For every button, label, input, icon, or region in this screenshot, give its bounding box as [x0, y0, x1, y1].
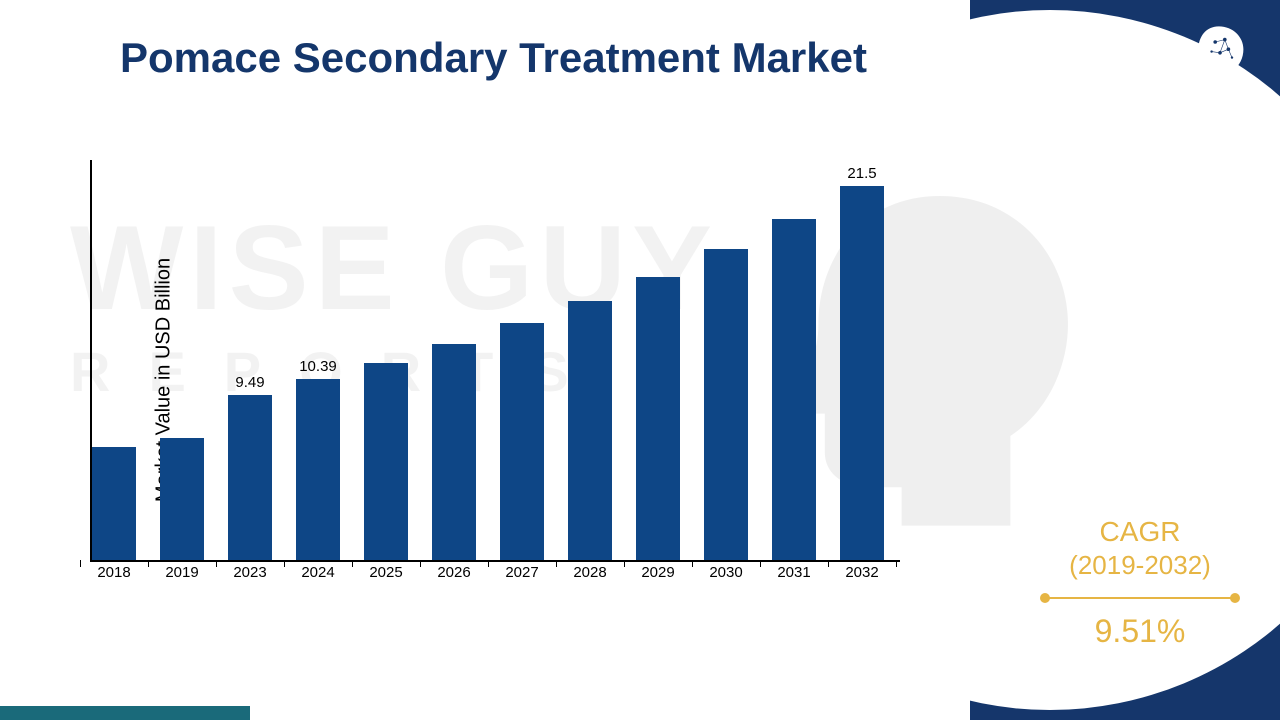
bar-value-label: 9.49: [228, 374, 272, 391]
logo-main-text: WISE GUY: [1026, 32, 1184, 65]
bar-value-label: 10.39: [296, 358, 340, 375]
x-tick-label: 2019: [160, 564, 204, 581]
x-tick-mark: [692, 560, 693, 567]
bar: [364, 363, 408, 560]
x-tick-mark: [760, 560, 761, 567]
bar-group: [432, 344, 476, 560]
x-tick-mark: [352, 560, 353, 567]
x-tick-mark: [896, 560, 897, 567]
cagr-period: (2019-2032): [1045, 550, 1235, 581]
x-tick-label: 2031: [772, 564, 816, 581]
x-tick-mark: [216, 560, 217, 567]
bar-group: [772, 219, 816, 560]
x-tick-label: 2025: [364, 564, 408, 581]
bar-value-label: 21.5: [840, 165, 884, 182]
bar: [772, 219, 816, 560]
bar: [636, 277, 680, 560]
x-tick-label: 2026: [432, 564, 476, 581]
bar-group: [568, 301, 612, 560]
cagr-value: 9.51%: [1045, 613, 1235, 650]
bar-group: 10.39: [296, 379, 340, 560]
x-tick-mark: [284, 560, 285, 567]
x-axis-line: [90, 560, 900, 562]
bar-group: [636, 277, 680, 560]
bar-group: 9.49: [228, 395, 272, 560]
x-tick-label: 2024: [296, 564, 340, 581]
page-title: Pomace Secondary Treatment Market: [120, 34, 867, 82]
x-tick-mark: [488, 560, 489, 567]
x-tick-label: 2032: [840, 564, 884, 581]
bar-group: [92, 447, 136, 560]
x-tick-mark: [80, 560, 81, 567]
bar-group: [704, 249, 748, 560]
x-tick-mark: [556, 560, 557, 567]
bar-group: [364, 363, 408, 560]
bar: [432, 344, 476, 560]
logo: WISE GUY REPORTS: [1026, 22, 1250, 92]
bar: [840, 186, 884, 560]
x-tick-mark: [148, 560, 149, 567]
plot-area: 9.49 10.39 21.5: [92, 160, 900, 560]
bottom-accent-bar: [0, 706, 250, 720]
bar-chart: Market Value in USD Billion 9.4910.3921.…: [80, 160, 900, 600]
x-tick-mark: [828, 560, 829, 567]
bar-group: [500, 323, 544, 560]
logo-sub-text: REPORTS: [1036, 67, 1173, 82]
bar: [500, 323, 544, 560]
x-tick-label: 2029: [636, 564, 680, 581]
x-tick-label: 2023: [228, 564, 272, 581]
bar: [160, 438, 204, 560]
bar-group: 21.5: [840, 186, 884, 560]
bar: [568, 301, 612, 560]
cagr-block: CAGR (2019-2032) 9.51%: [1045, 516, 1235, 650]
cagr-title: CAGR: [1045, 516, 1235, 548]
cagr-divider: [1045, 597, 1235, 599]
bar: [92, 447, 136, 560]
bar: [296, 379, 340, 560]
x-tick-mark: [624, 560, 625, 567]
x-tick-label: 2028: [568, 564, 612, 581]
bar: [228, 395, 272, 560]
x-tick-label: 2030: [704, 564, 748, 581]
x-tick-mark: [420, 560, 421, 567]
head-icon: [1190, 22, 1250, 92]
bar: [704, 249, 748, 560]
x-tick-label: 2027: [500, 564, 544, 581]
x-tick-label: 2018: [92, 564, 136, 581]
bar-group: [160, 438, 204, 560]
